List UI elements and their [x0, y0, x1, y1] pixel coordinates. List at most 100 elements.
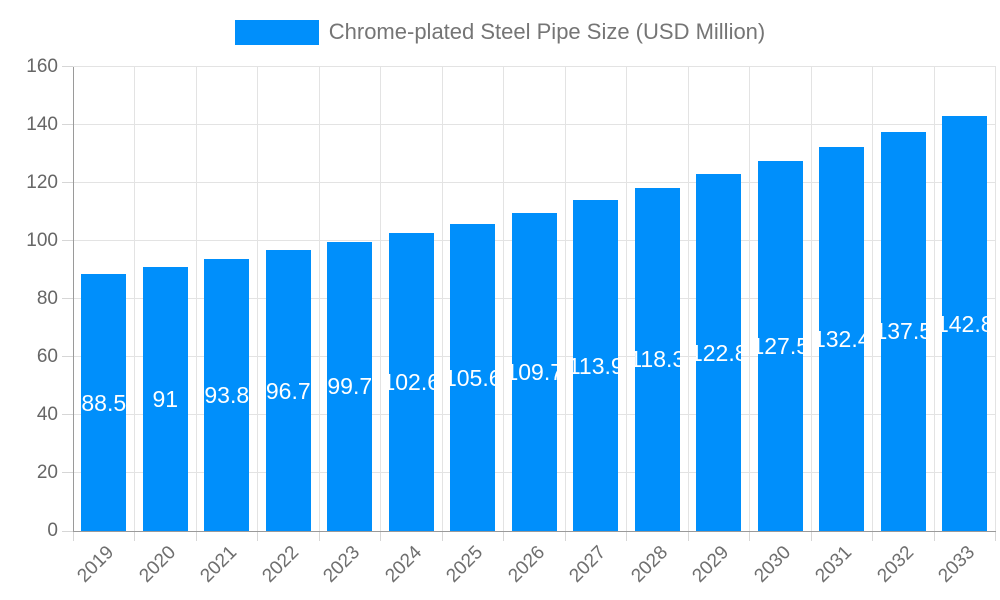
x-gridline [687, 66, 689, 531]
bar[interactable]: 142.8 [942, 116, 988, 531]
bar[interactable]: 118.3 [634, 187, 680, 531]
bar[interactable]: 91 [142, 266, 188, 531]
x-axis-tick [195, 531, 197, 541]
y-tick-label: 100 [26, 229, 58, 251]
x-tick-label: 2026 [504, 542, 550, 587]
x-axis-tick [995, 531, 996, 541]
y-tick-label: 40 [36, 403, 58, 425]
x-gridline [810, 66, 812, 531]
y-tick-label: 20 [36, 461, 58, 483]
x-tick-label: 2028 [627, 542, 673, 587]
legend[interactable]: Chrome-plated Steel Pipe Size (USD Milli… [0, 18, 1000, 46]
bar-value-label: 122.8 [696, 339, 742, 366]
y-gridline [73, 66, 996, 67]
x-gridline [195, 66, 197, 531]
bar-value-label: 137.5 [880, 318, 926, 345]
bar-value-label: 132.4 [819, 325, 865, 352]
x-tick-label: 2033 [934, 542, 980, 587]
y-axis-line [72, 66, 74, 531]
x-gridline [872, 66, 873, 531]
y-axis-tick [62, 124, 73, 126]
x-axis-tick [810, 531, 812, 541]
x-gridline [380, 66, 381, 531]
x-axis-tick [257, 531, 258, 541]
x-tick-label: 2029 [688, 542, 734, 587]
x-tick-label: 2030 [750, 542, 796, 587]
y-axis-tick [62, 530, 73, 532]
bar[interactable]: 88.5 [81, 274, 127, 531]
x-gridline [995, 66, 996, 531]
y-axis-tick [62, 356, 73, 358]
x-tick-label: 2021 [196, 542, 242, 587]
y-gridline [73, 182, 996, 184]
bar-value-label: 142.8 [942, 310, 988, 337]
bar-value-label: 102.6 [388, 369, 434, 396]
bar[interactable]: 93.8 [204, 258, 250, 531]
y-tick-label: 0 [47, 520, 58, 541]
bar-value-label: 105.6 [450, 364, 496, 391]
bar-value-label: 91 [152, 385, 179, 412]
x-tick-label: 2032 [873, 542, 919, 587]
x-gridline [626, 66, 627, 531]
bar[interactable]: 102.6 [388, 233, 434, 531]
y-tick-label: 60 [36, 345, 58, 367]
bar[interactable]: 99.7 [327, 241, 373, 531]
x-axis-tick [503, 531, 504, 541]
y-tick-label: 140 [26, 113, 58, 135]
bar-value-label: 93.8 [204, 381, 250, 408]
bar[interactable]: 109.7 [511, 212, 557, 531]
x-gridline [749, 66, 750, 531]
x-axis-tick [318, 531, 320, 541]
bar-value-label: 96.7 [265, 377, 311, 404]
x-axis-tick [749, 531, 750, 541]
x-gridline [318, 66, 320, 531]
x-gridline [933, 66, 935, 531]
bar-value-label: 118.3 [635, 346, 680, 373]
y-axis-tick [62, 472, 73, 474]
x-axis-tick [380, 531, 381, 541]
bar-value-label: 113.9 [573, 352, 619, 379]
x-tick-label: 2031 [811, 542, 857, 587]
bar[interactable]: 127.5 [757, 160, 803, 531]
bar[interactable]: 132.4 [819, 146, 865, 531]
x-gridline [441, 66, 443, 531]
x-tick-label: 2022 [258, 542, 304, 587]
bar-value-label: 127.5 [757, 332, 803, 359]
x-axis-tick [626, 531, 627, 541]
bar[interactable]: 113.9 [573, 200, 619, 531]
bar[interactable]: 122.8 [696, 174, 742, 531]
legend-label: Chrome-plated Steel Pipe Size (USD Milli… [328, 19, 766, 44]
y-axis-tick [62, 240, 73, 242]
x-axis-tick [687, 531, 689, 541]
x-axis-line [73, 530, 996, 532]
x-axis-tick [441, 531, 443, 541]
x-gridline [134, 66, 135, 531]
bar-value-label: 99.7 [327, 373, 373, 400]
x-axis-tick [72, 531, 74, 541]
bar[interactable]: 137.5 [880, 131, 926, 531]
x-axis-tick [134, 531, 135, 541]
legend-swatch[interactable] [234, 19, 319, 45]
x-tick-label: 2019 [73, 542, 119, 587]
y-axis-tick [62, 182, 73, 184]
x-gridline [257, 66, 258, 531]
x-tick-label: 2027 [565, 542, 611, 587]
y-tick-label: 120 [26, 171, 58, 193]
x-axis-tick [564, 531, 566, 541]
x-axis-tick [872, 531, 873, 541]
bar-value-label: 109.7 [511, 358, 557, 385]
bar[interactable]: 96.7 [265, 250, 311, 531]
y-gridline [73, 124, 996, 126]
bar-value-label: 88.5 [81, 389, 127, 416]
bar[interactable]: 105.6 [450, 224, 496, 531]
x-gridline [503, 66, 504, 531]
x-tick-label: 2023 [319, 542, 365, 587]
x-axis-tick [933, 531, 935, 541]
x-gridline [564, 66, 566, 531]
x-tick-label: 2020 [135, 542, 181, 587]
y-tick-label: 80 [36, 287, 58, 309]
y-axis-tick [62, 66, 73, 67]
x-tick-label: 2025 [442, 542, 488, 587]
y-tick-label: 160 [26, 55, 58, 77]
